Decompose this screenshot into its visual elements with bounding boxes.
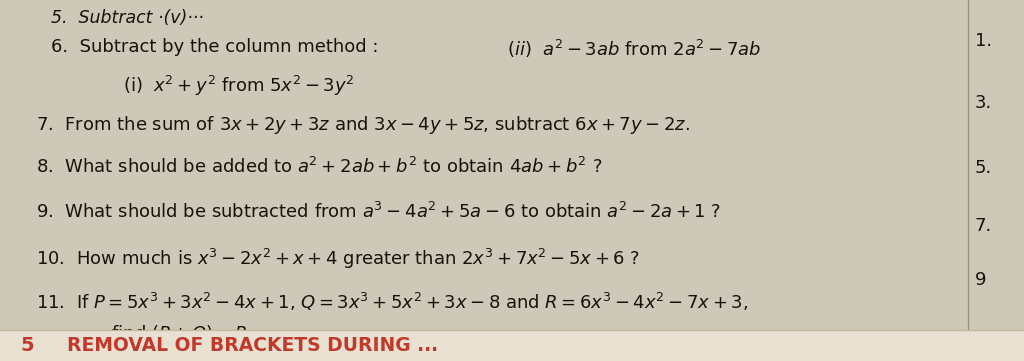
Text: REMOVAL OF BRACKETS DURING ...: REMOVAL OF BRACKETS DURING ...	[67, 336, 437, 355]
Text: (i)  $x^2+y^2$ from $5x^2-3y^2$: (i) $x^2+y^2$ from $5x^2-3y^2$	[123, 74, 354, 98]
FancyBboxPatch shape	[0, 330, 1024, 361]
Text: 9: 9	[975, 271, 986, 289]
Text: 11.  If $P=5x^3+3x^2-4x+1$, $Q=3x^3+5x^2+3x-8$ and $R=6x^3-4x^2-7x+3$,: 11. If $P=5x^3+3x^2-4x+1$, $Q=3x^3+5x^2+…	[36, 291, 748, 313]
Text: 10.  How much is $x^3-2x^2+x+4$ greater than $2x^3+7x^2-5x+6$ ?: 10. How much is $x^3-2x^2+x+4$ greater t…	[36, 247, 640, 271]
Text: 5: 5	[20, 336, 34, 355]
Text: 7.  From the sum of $3x+2y+3z$ and $3x-4y+5z$, subtract $6x+7y-2z$.: 7. From the sum of $3x+2y+3z$ and $3x-4y…	[36, 114, 689, 136]
Text: find $(P+Q)-R$.: find $(P+Q)-R$.	[77, 323, 253, 343]
Text: 9.  What should be subtracted from $a^3-4a^2+5a-6$ to obtain $a^2-2a+1$ ?: 9. What should be subtracted from $a^3-4…	[36, 202, 721, 222]
Text: 6.  Subtract by the column method :: 6. Subtract by the column method :	[51, 38, 379, 56]
Text: 1.: 1.	[975, 32, 992, 51]
Text: 5.: 5.	[975, 159, 992, 177]
Text: 8.  What should be added to $a^2+2ab+b^2$ to obtain $4ab+b^2$ ?: 8. What should be added to $a^2+2ab+b^2$…	[36, 157, 602, 177]
Text: 5.  Subtract ·(v)···: 5. Subtract ·(v)···	[51, 9, 204, 27]
Text: 3.: 3.	[975, 94, 992, 112]
Text: 7.: 7.	[975, 217, 992, 235]
Text: $(ii)$  $a^2-3ab$ from $2a^2-7ab$: $(ii)$ $a^2-3ab$ from $2a^2-7ab$	[507, 38, 762, 60]
